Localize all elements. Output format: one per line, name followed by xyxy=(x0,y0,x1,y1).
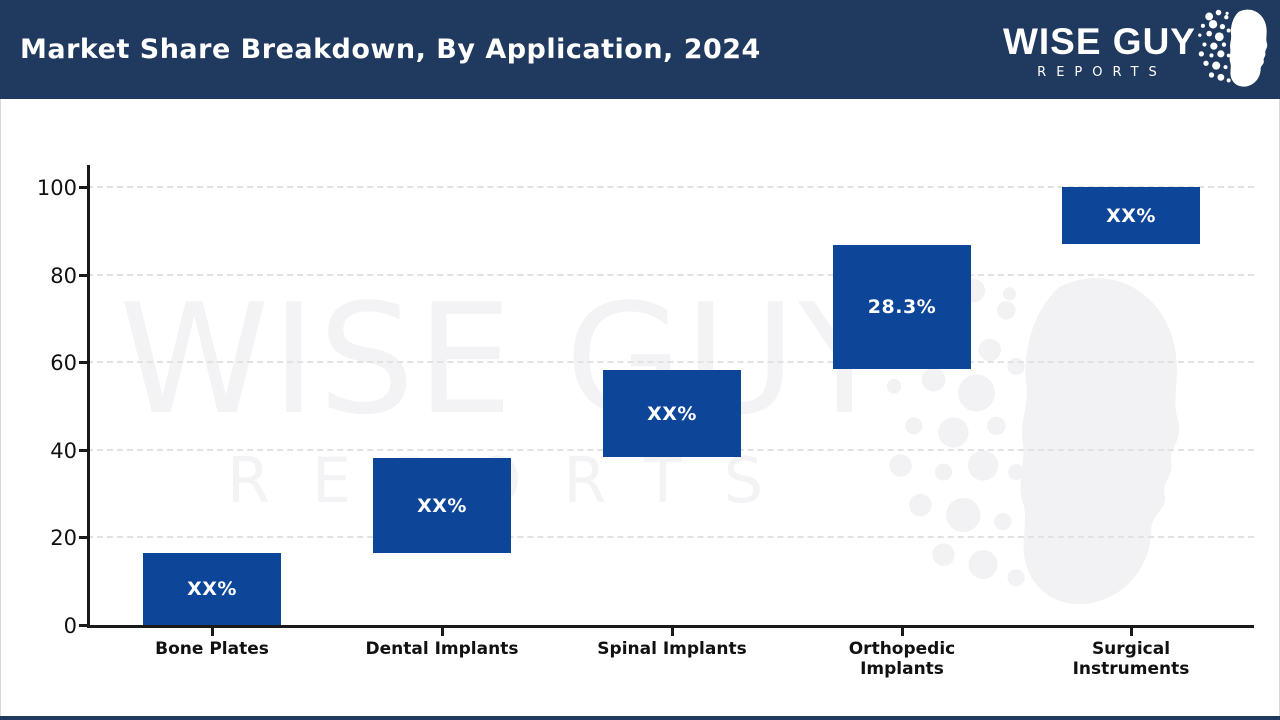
page-title: Market Share Breakdown, By Application, … xyxy=(20,34,761,65)
x-axis-tick-4 xyxy=(1130,628,1133,636)
x-axis-category-label: Spinal Implants xyxy=(597,639,747,659)
bar-value-label: 28.3% xyxy=(867,295,937,318)
y-axis-tick-label-20: 20 xyxy=(50,526,77,551)
x-axis-line xyxy=(87,625,1254,628)
y-axis-tick-20 xyxy=(79,536,87,540)
y-axis-tick-60 xyxy=(79,361,87,365)
bar-value-label: XX% xyxy=(187,578,237,601)
y-axis-tick-label-0: 0 xyxy=(63,614,77,638)
bar-orthopedic-implants: 28.3% xyxy=(833,244,971,369)
y-axis-tick-80 xyxy=(79,273,87,277)
bar-surgical-instruments: XX% xyxy=(1062,187,1200,245)
x-axis-category-label: Dental Implants xyxy=(365,639,519,659)
x-axis-tick-2 xyxy=(671,628,674,636)
y-axis-line xyxy=(87,165,90,628)
x-axis-category-label: Orthopedic Implants xyxy=(848,639,956,680)
logo-text: WISE GUY REPORTS xyxy=(1003,23,1196,79)
logo-wordmark: WISE GUY xyxy=(1002,20,1196,62)
bar-value-label: XX% xyxy=(1106,204,1156,227)
logo-subtitle: REPORTS xyxy=(1037,64,1167,80)
y-axis-tick-label-40: 40 xyxy=(50,438,77,463)
y-axis-tick-label-60: 60 xyxy=(50,351,77,376)
y-axis-tick-label-100: 100 xyxy=(36,176,77,200)
footer-accent-bar xyxy=(0,716,1280,720)
bar-value-label: XX% xyxy=(647,402,697,425)
gridline-80 xyxy=(87,273,1254,276)
wiseguy-logo: WISE GUY REPORTS xyxy=(1003,0,1270,99)
y-axis-tick-100 xyxy=(79,186,87,189)
x-axis-tick-3 xyxy=(901,628,904,636)
x-axis-category-label: Bone Plates xyxy=(155,639,269,659)
bar-spinal-implants: XX% xyxy=(603,370,741,458)
chart-canvas: WISE GUY REPORTS 0 20 40 60 80 100 XX% Bone Pla… xyxy=(0,99,1280,716)
gridline-100 xyxy=(87,186,1254,188)
x-axis-category-label: Surgical Instruments xyxy=(1072,639,1190,680)
bar-value-label: XX% xyxy=(417,494,467,517)
plot-area: 0 20 40 60 80 100 XX% Bone Plates XX% Dental Impl… xyxy=(1,99,1279,716)
gridline-60 xyxy=(87,361,1254,364)
wiseguy-face-icon xyxy=(1198,9,1268,87)
x-axis-tick-1 xyxy=(441,628,444,636)
x-axis-tick-0 xyxy=(211,628,214,636)
y-axis-tick-label-80: 80 xyxy=(50,263,77,288)
bar-bone-plates: XX% xyxy=(143,553,281,625)
y-axis-tick-0 xyxy=(79,624,87,627)
y-axis-tick-40 xyxy=(79,448,87,452)
header-bar: Market Share Breakdown, By Application, … xyxy=(0,0,1280,99)
bar-dental-implants: XX% xyxy=(373,458,511,554)
gridline-20 xyxy=(87,536,1254,539)
